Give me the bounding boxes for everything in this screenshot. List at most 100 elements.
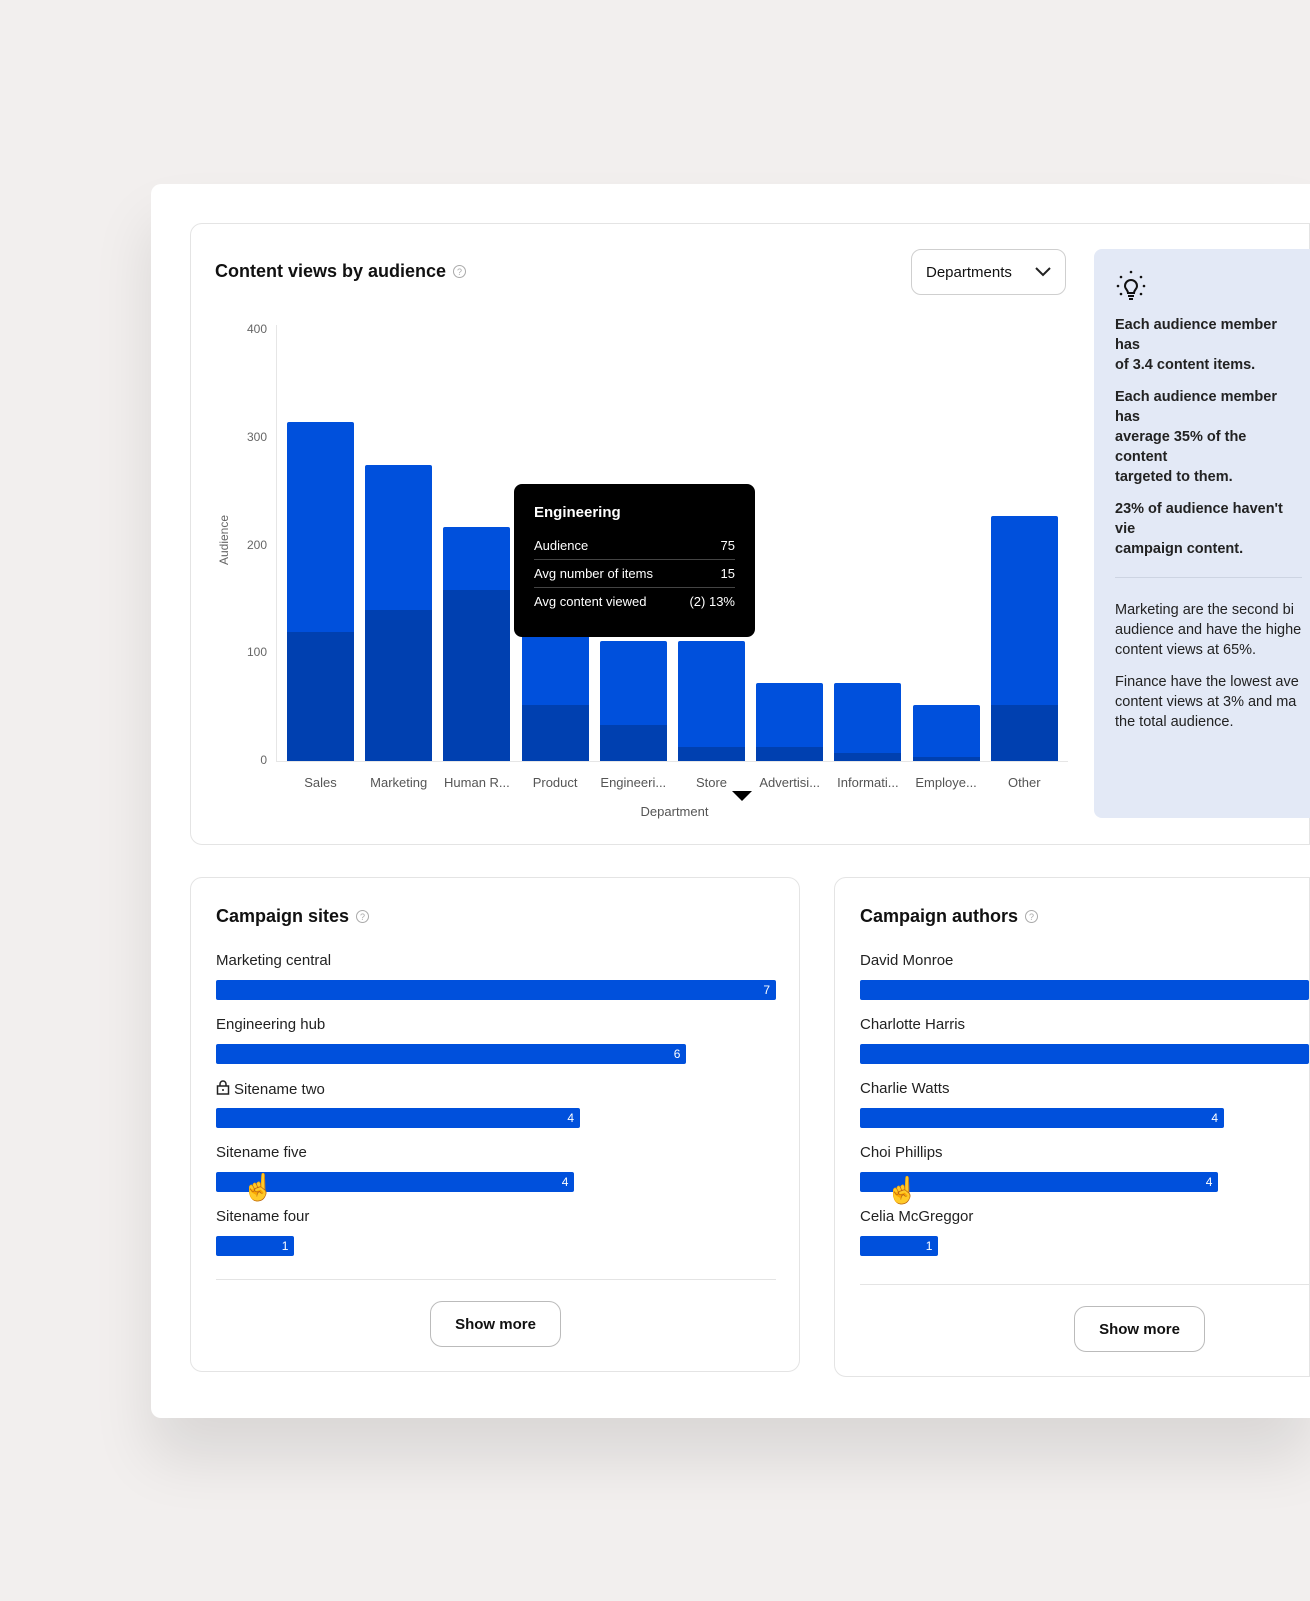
insight-paragraph: Each audience member has of 3.4 content …	[1115, 315, 1302, 375]
card-title: Campaign sites	[216, 906, 350, 926]
item-name: Engineering hub	[216, 1016, 326, 1033]
insight-text: campaign content.	[1115, 541, 1244, 557]
chart-tooltip: Engineering Audience 75 Avg number of ite…	[514, 484, 755, 637]
tooltip-row: Avg content viewed (2) 13%	[534, 587, 735, 615]
insight-text: Each audience member has	[1115, 389, 1277, 425]
item-name: David Monroe	[860, 952, 954, 969]
x-tick-label: Human R...	[444, 775, 510, 790]
card-title: Campaign authors	[860, 906, 1019, 926]
show-more-button[interactable]: Show more	[1074, 1306, 1205, 1352]
list-item-bar[interactable]	[860, 980, 1309, 1000]
list-item-label: David Monroe	[860, 952, 953, 969]
bar-viewed[interactable]	[443, 589, 511, 761]
x-tick-label: Other	[1008, 775, 1041, 790]
list-item-label: Marketing central	[216, 952, 331, 969]
list-item-label: Sitename five	[216, 1144, 307, 1161]
tooltip-row: Audience 75	[534, 531, 735, 559]
y-tick-label: 400	[246, 322, 267, 336]
item-name: Charlie Watts	[860, 1080, 950, 1097]
bar-viewed[interactable]	[834, 753, 902, 761]
insight-text: targeted to them.	[1115, 469, 1233, 485]
tooltip-label: Avg number of items	[534, 566, 653, 581]
insight-text: content views at 3% and ma	[1115, 694, 1297, 710]
tooltip-pointer-icon	[732, 791, 752, 801]
campaign-authors-title: Campaign authors ?	[860, 906, 1039, 927]
x-tick-label: Product	[532, 775, 578, 790]
insight-text: Finance have the lowest ave	[1115, 674, 1299, 690]
bar-total[interactable]	[912, 704, 980, 761]
bar-total[interactable]	[678, 641, 745, 761]
hand-cursor-icon: ☝	[242, 1172, 275, 1202]
list-item-bar[interactable]: 4	[860, 1172, 1219, 1192]
insight-paragraph: Each audience member has average 35% of …	[1115, 387, 1302, 487]
bar-viewed[interactable]	[678, 746, 745, 761]
list-item-bar[interactable]: 6	[216, 1044, 687, 1064]
tooltip-value: 75	[720, 537, 735, 553]
tooltip-value: 15	[720, 566, 735, 581]
help-icon[interactable]: ?	[356, 910, 370, 923]
help-icon[interactable]: ?	[453, 265, 467, 278]
help-icon[interactable]: ?	[1025, 910, 1039, 923]
y-tick-label: 0	[260, 753, 267, 767]
bar-viewed[interactable]	[912, 756, 980, 761]
card-title: Content views by audience	[215, 261, 447, 281]
bar-viewed[interactable]	[365, 610, 433, 761]
item-name: Celia McGreggor	[860, 1208, 974, 1225]
insight-text: average 35% of the content	[1115, 429, 1247, 465]
bar-viewed[interactable]	[990, 704, 1058, 761]
divider	[216, 1279, 776, 1280]
list-item-bar[interactable]: 7	[216, 980, 776, 1000]
list-item-bar[interactable]: 1	[216, 1236, 295, 1256]
campaign-sites-title: Campaign sites ?	[216, 906, 370, 927]
list-item-bar[interactable]: 1	[860, 1236, 939, 1256]
item-name: Marketing central	[216, 952, 332, 969]
insight-text: of 3.4 content items.	[1115, 357, 1256, 373]
insight-text: Marketing are the second bi	[1115, 602, 1294, 618]
list-item-label: Charlie Watts	[860, 1080, 949, 1097]
item-name: Sitename four	[216, 1208, 310, 1225]
tooltip-title: Engineering	[534, 504, 621, 521]
list-item-bar[interactable]: 4	[216, 1108, 580, 1128]
list-item-label: Sitename two	[216, 1080, 325, 1099]
insight-divider	[1115, 577, 1302, 578]
x-tick-label: Informati...	[837, 775, 899, 790]
x-tick-label: Sales	[304, 775, 337, 790]
lock-icon	[216, 1080, 230, 1099]
divider	[860, 1284, 1309, 1285]
list-item-label: Engineering hub	[216, 1016, 325, 1033]
bar-viewed[interactable]	[599, 725, 667, 761]
content-views-title: Content views by audience ?	[215, 261, 467, 282]
x-tick-label: Marketing	[370, 775, 428, 790]
x-tick-label: Employe...	[915, 775, 977, 790]
list-item-bar[interactable]	[860, 1044, 1309, 1064]
insight-paragraph: Finance have the lowest ave content view…	[1115, 672, 1302, 732]
bar-viewed[interactable]	[287, 631, 354, 761]
list-item-label: Charlotte Harris	[860, 1016, 965, 1033]
dropdown-label: Departments	[926, 263, 1012, 281]
tooltip-row: Avg number of items 15	[534, 559, 735, 587]
insight-paragraph: Marketing are the second bi audience and…	[1115, 600, 1302, 660]
item-name: Charlotte Harris	[860, 1016, 966, 1033]
list-item-bar[interactable]: 4	[216, 1172, 575, 1192]
campaign-authors-card: Campaign authors ? David Monroe Charlotte…	[834, 877, 1310, 1377]
bar-viewed[interactable]	[521, 704, 589, 761]
tooltip-label: Avg content viewed	[534, 594, 647, 609]
hand-cursor-icon: ☝	[886, 1175, 919, 1205]
x-axis-line	[276, 761, 1068, 762]
insights-panel: Each audience member has of 3.4 content …	[1094, 249, 1310, 818]
y-tick-label: 300	[246, 429, 267, 444]
x-tick-label: Store	[695, 775, 728, 790]
y-tick-label: 100	[246, 645, 267, 660]
tooltip-label: Audience	[534, 537, 589, 553]
x-axis-label: Department	[640, 804, 709, 819]
insight-text: 23% of audience haven't vie	[1115, 501, 1283, 537]
bar-viewed[interactable]	[756, 746, 824, 761]
departments-dropdown[interactable]: Departments	[911, 249, 1066, 295]
lightbulb-icon	[1116, 270, 1146, 300]
bar-total[interactable]	[834, 683, 902, 761]
show-more-button[interactable]: Show more	[430, 1301, 561, 1347]
insight-text: the total audience.	[1115, 714, 1234, 730]
list-item-bar[interactable]: 4	[860, 1108, 1224, 1128]
insight-text: content views at 65%.	[1115, 642, 1257, 658]
item-name: Choi Phillips	[860, 1144, 943, 1161]
